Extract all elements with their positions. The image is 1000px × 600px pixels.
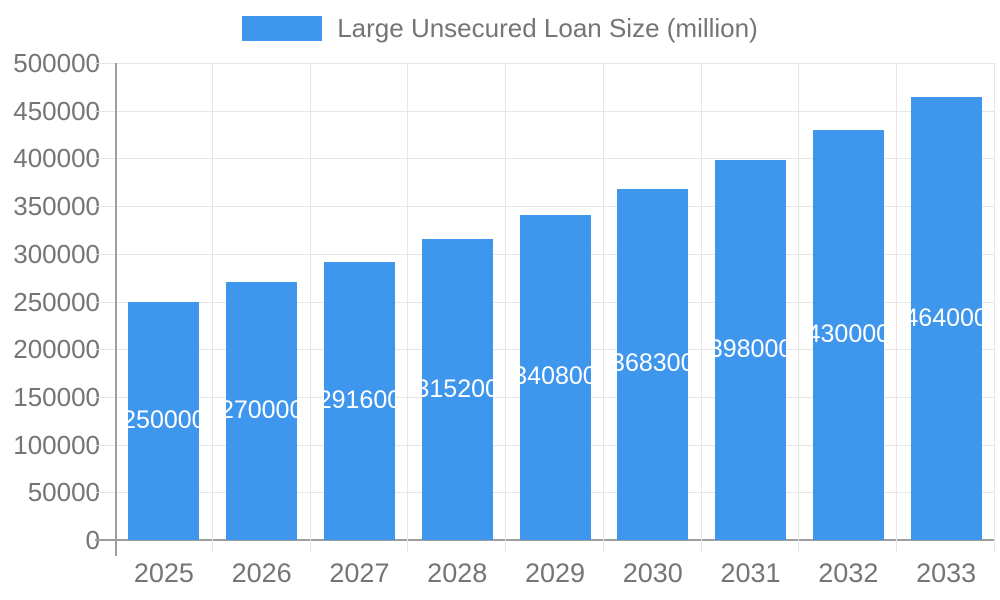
x-axis-label: 2030 (622, 558, 683, 588)
bar[interactable]: 340800 (519, 214, 591, 540)
bar-value-label: 398000 (715, 335, 787, 364)
gridline-h (95, 110, 995, 112)
y-axis-label: 350000 (13, 191, 100, 222)
y-axis-line (115, 63, 117, 556)
plot-area: 250000 270000 291600 315200 340800 368300 3980… (95, 63, 995, 556)
legend-swatch-icon (242, 16, 323, 41)
bar[interactable]: 464000 (910, 97, 982, 540)
y-axis-label: 300000 (13, 238, 100, 269)
bar-value-label: 368300 (617, 349, 689, 378)
bar-value-label: 315200 (421, 374, 493, 403)
y-axis-label: 400000 (13, 143, 100, 174)
y-axis-label: 500000 (13, 48, 100, 78)
y-axis-label: 0 (85, 525, 100, 555)
x-axis-label: 2033 (916, 558, 977, 588)
gridline-v (407, 63, 409, 552)
bar-value-label: 270000 (226, 396, 298, 425)
y-axis-label: 450000 (13, 95, 100, 126)
bar[interactable]: 430000 (812, 129, 884, 540)
gridline-v (309, 63, 311, 552)
gridline-h (95, 206, 995, 208)
bar-value-label: 291600 (323, 385, 395, 414)
x-axis-label: 2031 (720, 558, 781, 588)
y-axis-label: 100000 (13, 429, 100, 460)
x-axis-label: 2032 (818, 558, 879, 588)
x-axis-label: 2028 (427, 558, 488, 588)
gridline-v (994, 63, 995, 552)
bar[interactable]: 291600 (323, 261, 395, 540)
gridline-v (798, 63, 800, 552)
bar[interactable]: 270000 (226, 282, 298, 540)
bar[interactable]: 398000 (715, 160, 787, 540)
bar-value-label: 340800 (519, 362, 591, 391)
legend-item[interactable]: Large Unsecured Loan Size (million) (242, 13, 758, 44)
gridline-v (211, 63, 213, 552)
x-axis-label: 2025 (133, 558, 194, 588)
y-axis-label: 150000 (13, 381, 100, 412)
gridline-v (896, 63, 898, 552)
x-axis-baseline (95, 539, 995, 541)
bar-value-label: 464000 (910, 303, 982, 332)
gridline-h (95, 63, 995, 64)
y-axis-label: 250000 (13, 286, 100, 317)
gridline-v (700, 63, 702, 552)
y-axis-label: 200000 (13, 334, 100, 365)
bar[interactable]: 315200 (421, 239, 493, 540)
y-axis-label: 50000 (27, 477, 100, 508)
gridline-h (95, 158, 995, 160)
bar-value-label: 250000 (128, 405, 200, 434)
gridline-v (505, 63, 507, 552)
bar[interactable]: 368300 (617, 188, 689, 540)
legend-label: Large Unsecured Loan Size (million) (337, 13, 758, 43)
x-axis-label: 2029 (524, 558, 586, 588)
x-axis-label: 2026 (231, 558, 292, 588)
legend: Large Unsecured Loan Size (million) (0, 13, 1000, 44)
bar[interactable]: 250000 (128, 301, 200, 540)
x-axis-label: 2027 (329, 558, 390, 588)
gridline-v (602, 63, 604, 552)
bar-value-label: 430000 (812, 319, 884, 348)
